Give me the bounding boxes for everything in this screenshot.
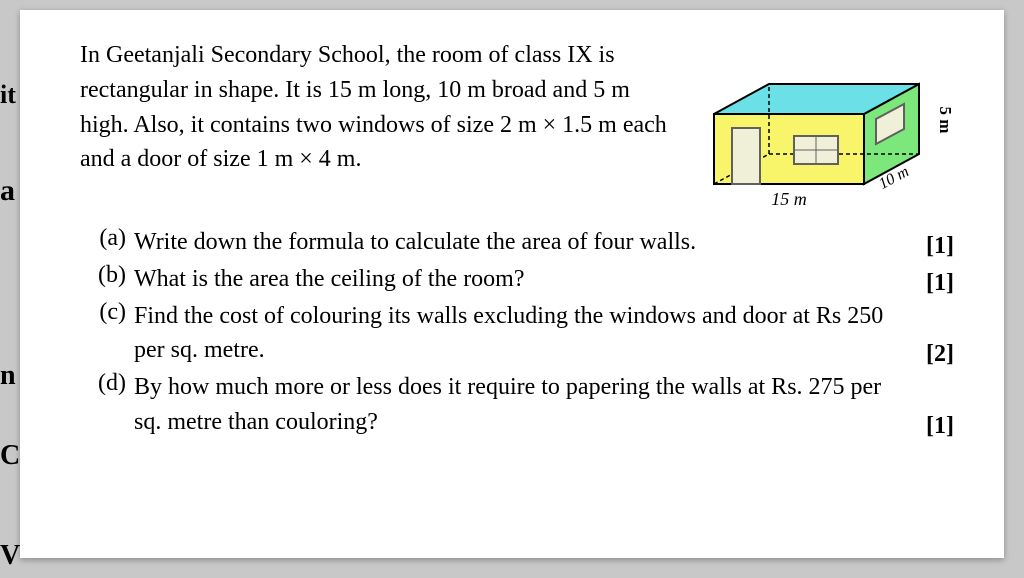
problem-row: In Geetanjali Secondary School, the room… [80,38,954,219]
question-text: Write down the formula to calculate the … [134,225,904,260]
question-item: (d) By how much more or less does it req… [80,370,954,440]
question-marks: [2] [904,341,954,368]
cropped-edge-text: V [0,540,20,572]
cropped-edge-text: it [0,80,16,110]
question-text: What is the area the ceiling of the room… [134,262,904,297]
cropped-edge-text: a [0,174,15,208]
question-marks: [1] [904,233,954,260]
question-marks: [1] [904,270,954,297]
question-label: (a) [80,225,134,252]
problem-statement: In Geetanjali Secondary School, the room… [80,38,674,177]
length-label: 15 m [771,189,807,209]
question-label: (c) [80,299,134,326]
question-list: (a) Write down the formula to calculate … [80,225,954,440]
question-item: (c) Find the cost of colouring its walls… [80,299,954,369]
door [732,128,760,184]
question-text: Find the cost of colouring its walls exc… [134,299,904,369]
question-text: By how much more or less does it require… [134,370,904,440]
cropped-edge-text: n [0,360,16,392]
cropped-edge-text: C [0,440,20,472]
height-label: 5 m [936,107,954,134]
room-diagram: 15 m 10 m 5 m [694,38,954,219]
question-item: (a) Write down the formula to calculate … [80,225,954,260]
question-marks: [1] [904,413,954,440]
question-item: (b) What is the area the ceiling of the … [80,262,954,297]
page-card: In Geetanjali Secondary School, the room… [20,10,1004,558]
question-label: (d) [80,370,134,397]
question-label: (b) [80,262,134,289]
